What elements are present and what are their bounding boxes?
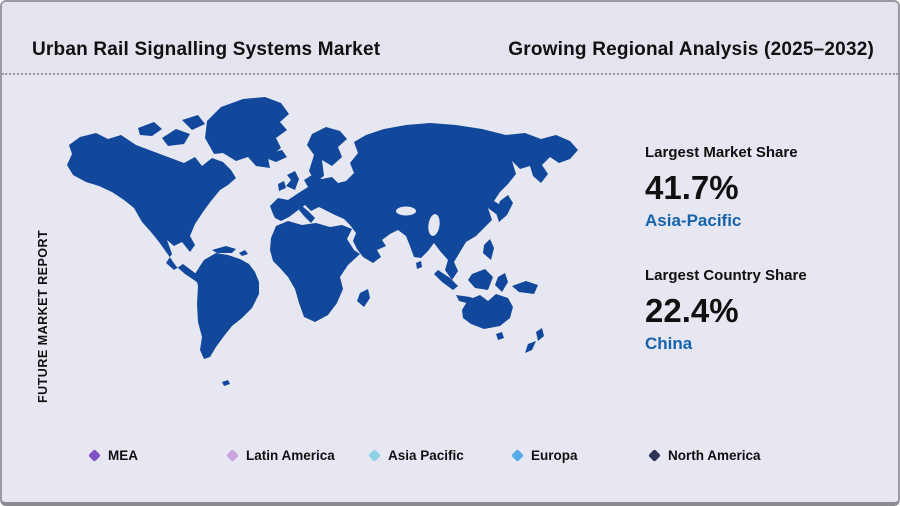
legend-item-europa: Europa: [511, 448, 578, 463]
legend-item-latin-america: Latin America: [226, 448, 335, 463]
legend-label: North America: [668, 448, 761, 463]
stat-label: Largest Country Share: [645, 267, 807, 284]
legend-dot-icon: [226, 449, 239, 462]
legend-label: MEA: [108, 448, 138, 463]
watermark-vertical-text: FUTURE MARKET REPORT: [36, 229, 50, 403]
legend-dot-icon: [368, 449, 381, 462]
stat-region: China: [645, 334, 693, 353]
world-map-icon: [67, 97, 578, 386]
legend-dot-icon: [511, 449, 524, 462]
header: Urban Rail Signalling Systems Market Gro…: [2, 2, 898, 75]
page-subtitle: Growing Regional Analysis (2025–2032): [508, 39, 874, 60]
stat-region: Asia-Pacific: [645, 211, 742, 230]
legend-dot-icon: [88, 449, 101, 462]
legend-item-north-america: North America: [648, 448, 761, 463]
black-sea-shape: [396, 206, 416, 216]
legend-label: Europa: [531, 448, 578, 463]
stat-market-share: Largest Market Share 41.7% Asia-Pacific: [645, 144, 890, 231]
stat-value: 22.4%: [645, 292, 739, 329]
legend-label: Latin America: [246, 448, 335, 463]
stat-label: Largest Market Share: [645, 144, 798, 161]
legend-dot-icon: [648, 449, 661, 462]
world-map: [64, 94, 584, 389]
caspian-sea-shape: [428, 214, 440, 236]
legend-item-mea: MEA: [88, 448, 138, 463]
stat-value: 41.7%: [645, 169, 739, 206]
legend-item-asia-pacific: Asia Pacific: [368, 448, 464, 463]
legend-label: Asia Pacific: [388, 448, 464, 463]
page-title: Urban Rail Signalling Systems Market: [32, 39, 381, 60]
stat-country-share: Largest Country Share 22.4% China: [645, 267, 890, 354]
stats-panel: Largest Market Share 41.7% Asia-Pacific …: [645, 144, 890, 354]
